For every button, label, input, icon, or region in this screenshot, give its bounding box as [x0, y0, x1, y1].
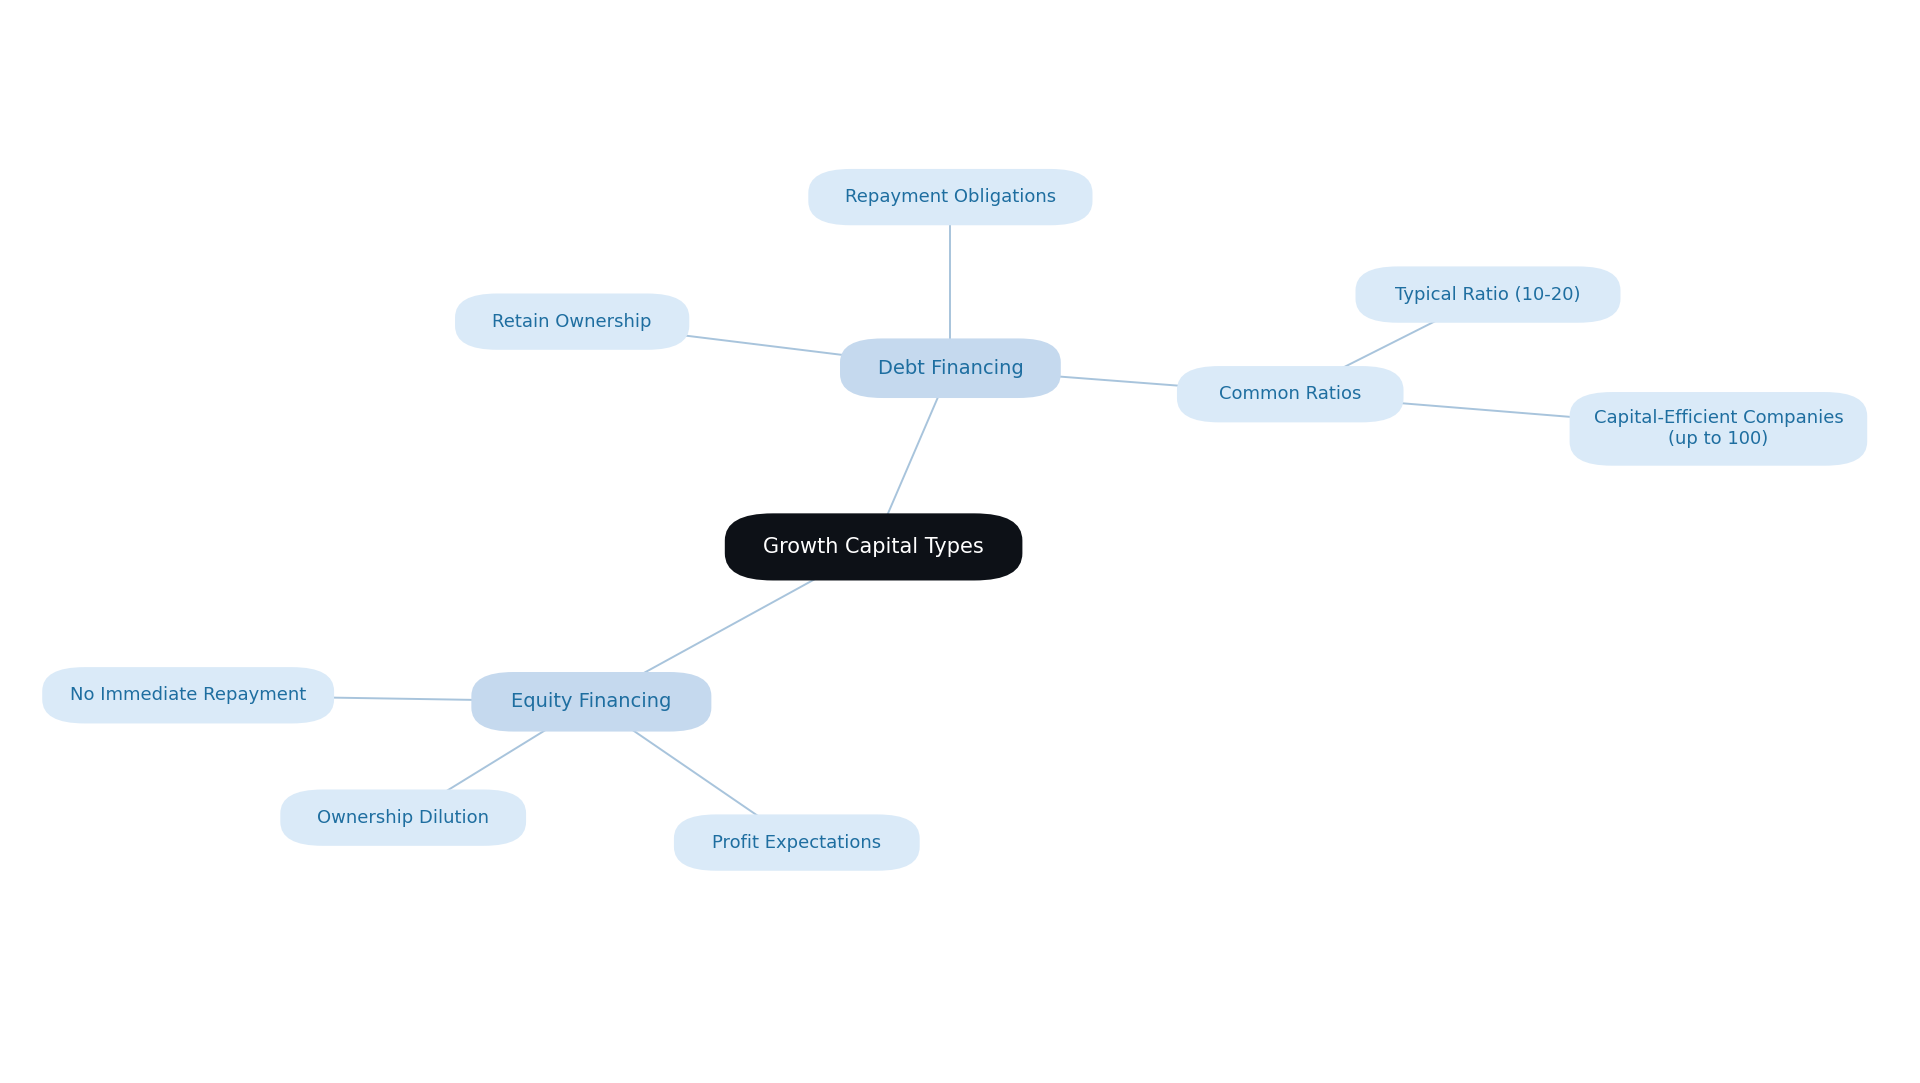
Text: Common Ratios: Common Ratios — [1219, 386, 1361, 403]
FancyBboxPatch shape — [1569, 392, 1866, 466]
FancyBboxPatch shape — [1356, 266, 1620, 323]
Text: Capital-Efficient Companies
(up to 100): Capital-Efficient Companies (up to 100) — [1594, 409, 1843, 448]
Text: Ownership Dilution: Ownership Dilution — [317, 809, 490, 826]
Text: Growth Capital Types: Growth Capital Types — [764, 537, 983, 557]
FancyBboxPatch shape — [455, 293, 689, 350]
Text: No Immediate Repayment: No Immediate Repayment — [69, 687, 307, 704]
FancyBboxPatch shape — [808, 169, 1092, 225]
FancyBboxPatch shape — [1177, 366, 1404, 422]
Text: Repayment Obligations: Repayment Obligations — [845, 188, 1056, 206]
FancyBboxPatch shape — [674, 814, 920, 871]
Text: Typical Ratio (10-20): Typical Ratio (10-20) — [1396, 286, 1580, 303]
FancyBboxPatch shape — [724, 513, 1021, 580]
Text: Debt Financing: Debt Financing — [877, 358, 1023, 378]
FancyBboxPatch shape — [42, 667, 334, 723]
Text: Equity Financing: Equity Financing — [511, 692, 672, 712]
Text: Profit Expectations: Profit Expectations — [712, 834, 881, 851]
FancyBboxPatch shape — [472, 671, 710, 732]
Text: Retain Ownership: Retain Ownership — [492, 313, 653, 330]
FancyBboxPatch shape — [841, 338, 1060, 397]
FancyBboxPatch shape — [280, 790, 526, 846]
